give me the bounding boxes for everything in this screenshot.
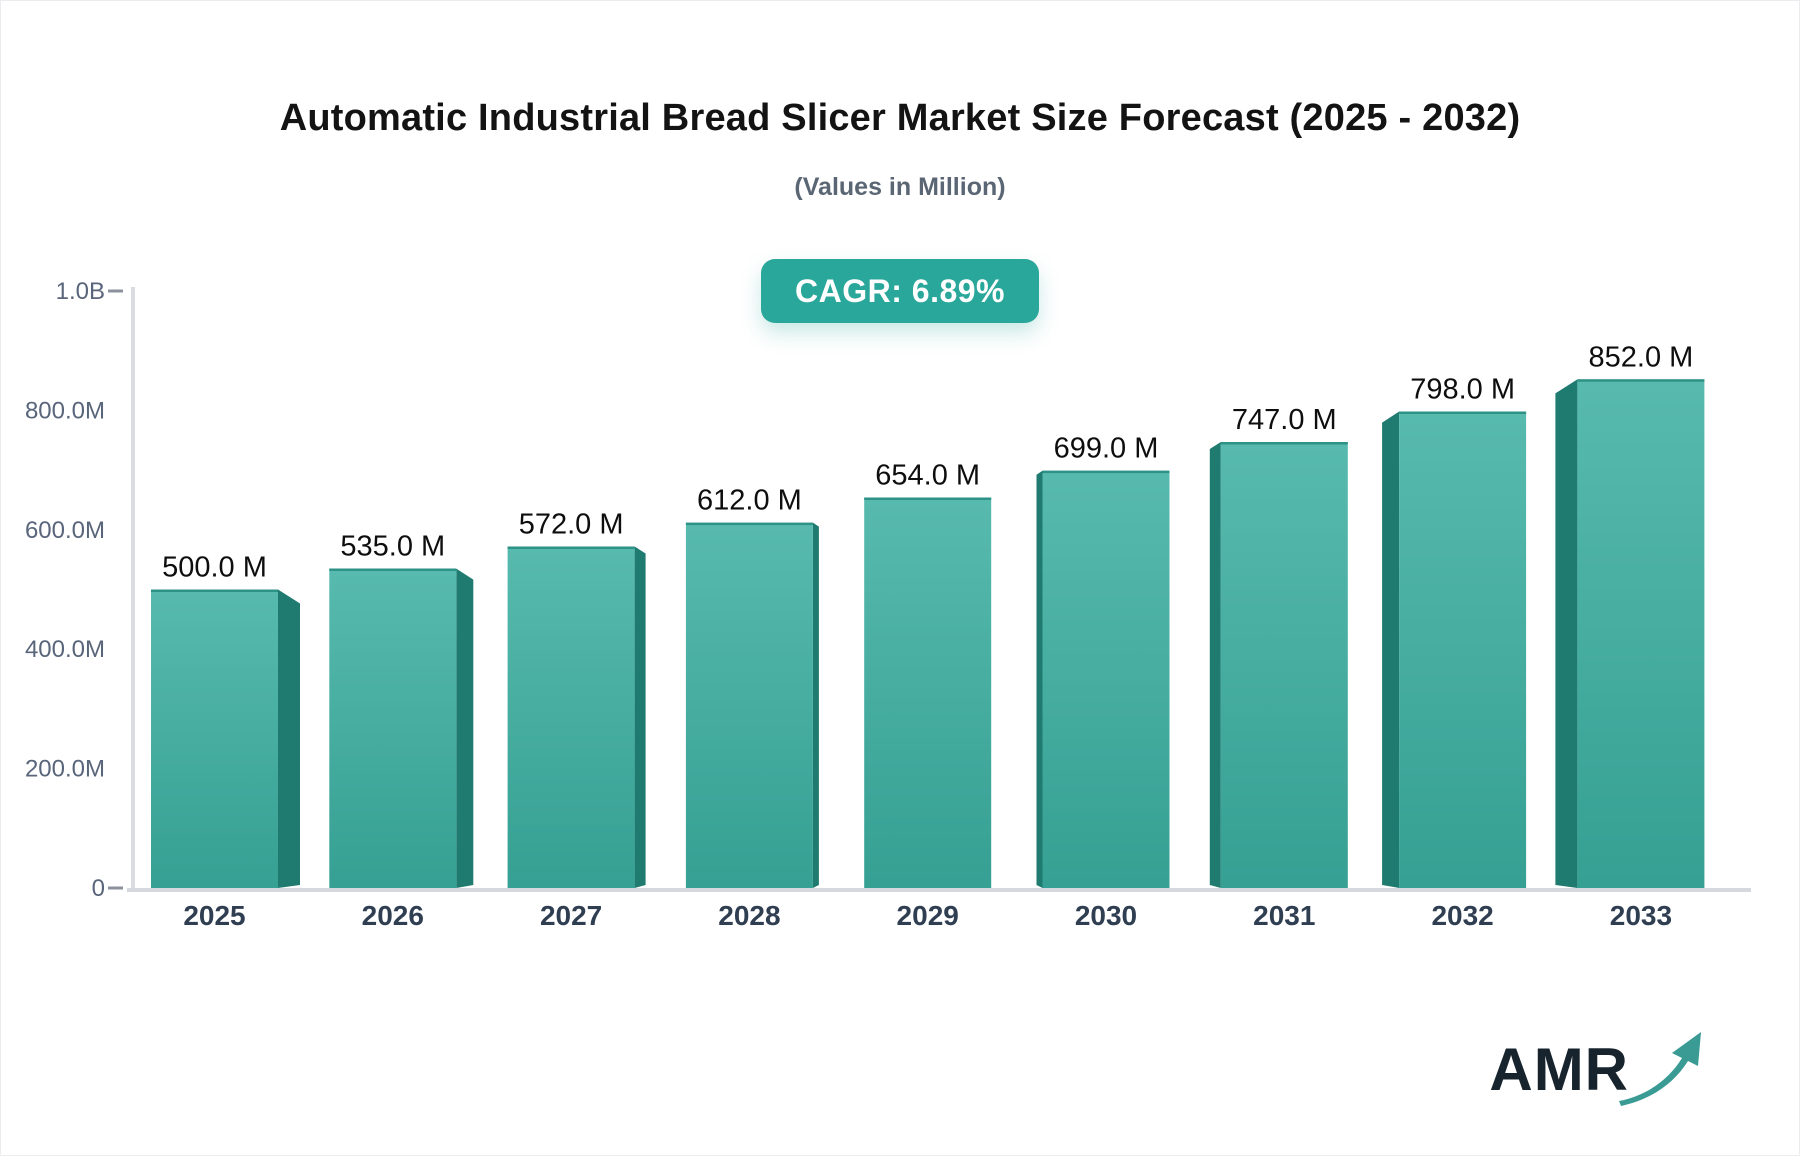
bar-2031	[1220, 442, 1348, 888]
cagr-badge: CAGR: 6.89%	[761, 259, 1039, 323]
bar-2026	[329, 568, 457, 888]
bar-value-label: 852.0 M	[1589, 341, 1694, 373]
x-axis-label: 2027	[540, 900, 602, 931]
y-axis-label: 600.0M	[25, 517, 105, 544]
bar-side-face	[278, 589, 300, 888]
brand-logo: AMR	[1489, 1031, 1707, 1109]
bar-value-label: 500.0 M	[162, 552, 267, 584]
bar-side-face	[634, 546, 646, 888]
bar-value-label: 798.0 M	[1410, 374, 1515, 406]
x-axis-label: 2029	[897, 900, 959, 931]
bar-side-face	[1036, 470, 1043, 888]
bar-2033	[1577, 379, 1705, 888]
bar-2029	[864, 497, 992, 888]
bar-2028	[685, 522, 813, 888]
x-axis-label: 2031	[1253, 900, 1315, 931]
y-axis-label: 800.0M	[25, 397, 105, 424]
chart-title: Automatic Industrial Bread Slicer Market…	[279, 97, 1521, 139]
x-axis-label: 2028	[718, 900, 780, 931]
cagr-label: CAGR: 6.89%	[795, 273, 1005, 309]
y-axis-label: 0	[92, 875, 105, 902]
bar-2032	[1399, 411, 1527, 888]
growth-arrow-icon	[1619, 1032, 1701, 1106]
x-axis-label: 2032	[1431, 900, 1493, 931]
y-axis-label: 1.0B	[56, 278, 105, 305]
bar-2025	[151, 589, 278, 888]
bar-chart: 1.0B 800.0M 600.0M 400.0M 200.0M 0 500.0 M 2025…	[25, 278, 1751, 931]
bar-2030	[1042, 470, 1170, 888]
bar-side-face	[1555, 379, 1578, 888]
y-axis-label: 400.0M	[25, 636, 105, 663]
bar-side-face	[1382, 411, 1400, 888]
bar-value-label: 654.0 M	[875, 460, 980, 492]
chart-subtitle: (Values in Million)	[794, 173, 1006, 201]
bar-value-label: 535.0 M	[340, 531, 445, 563]
bar-value-label: 612.0 M	[697, 485, 802, 517]
x-axis-label: 2033	[1610, 900, 1672, 931]
x-axis-label: 2026	[362, 900, 424, 931]
bar-side-face	[812, 522, 819, 888]
bar-value-label: 699.0 M	[1054, 433, 1159, 465]
bar-value-label: 747.0 M	[1232, 404, 1337, 436]
x-axis-label: 2030	[1075, 900, 1137, 931]
bar-2027	[507, 546, 635, 888]
bar-side-face	[456, 568, 474, 888]
brand-logo-text: AMR	[1489, 1036, 1629, 1103]
bar-value-label: 572.0 M	[519, 509, 624, 541]
y-axis-label: 200.0M	[25, 756, 105, 783]
x-axis-label: 2025	[183, 900, 245, 931]
bar-side-face	[1209, 442, 1221, 888]
